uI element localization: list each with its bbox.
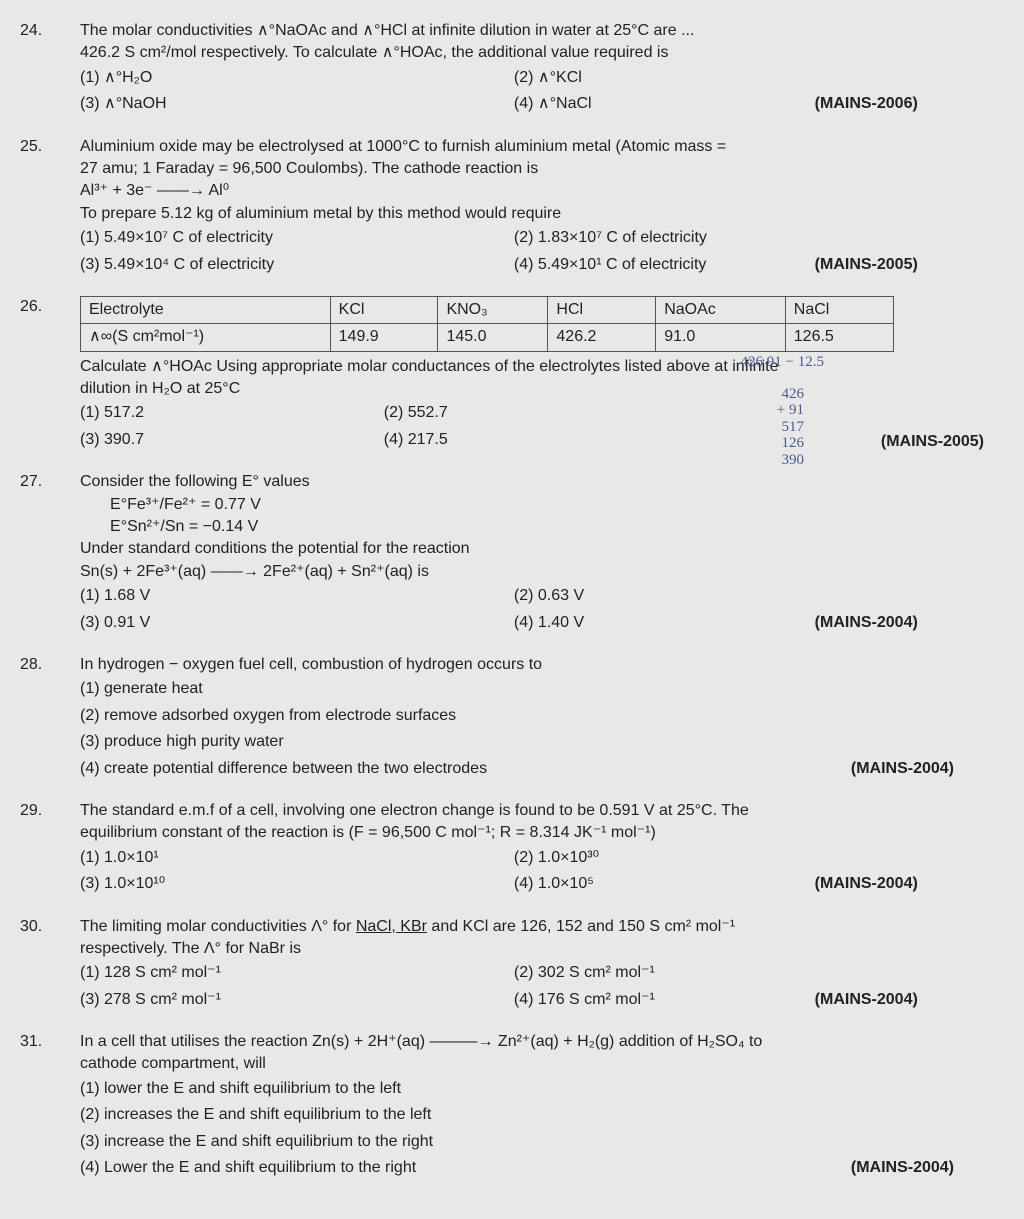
table-header: Electrolyte (81, 296, 331, 323)
table-row-label: ∧∞(S cm²mol⁻¹) (81, 324, 331, 351)
question-number: 31. (20, 1031, 42, 1053)
question-30: 30. The limiting molar conductivities Λ°… (60, 916, 984, 1014)
exam-tag: (MAINS-2004) (815, 989, 918, 1011)
exam-tag: (MAINS-2006) (815, 93, 918, 115)
option-2: (2) remove adsorbed oxygen from electrod… (80, 703, 984, 729)
question-29: 29. The standard e.m.f of a cell, involv… (60, 800, 984, 898)
question-text: E°Fe³⁺/Fe²⁺ = 0.77 V (110, 494, 984, 516)
table-cell: 426.2 (548, 324, 656, 351)
question-number: 30. (20, 916, 42, 938)
option-1: (1) lower the E and shift equilibrium to… (80, 1076, 984, 1102)
exam-tag: (MAINS-2004) (851, 1157, 954, 1179)
question-text: Under standard conditions the potential … (80, 538, 984, 560)
question-text: 27 amu; 1 Faraday = 96,500 Coulombs). Th… (80, 158, 984, 180)
question-number: 24. (20, 20, 42, 42)
option-1: (1) 128 S cm² mol⁻¹ (80, 960, 514, 986)
option-1: (1) 1.68 V (80, 583, 514, 609)
exam-tag: (MAINS-2005) (815, 254, 918, 276)
question-text: respectively. The Λ° for NaBr is (80, 938, 984, 960)
option-3: (3) 278 S cm² mol⁻¹ (80, 987, 514, 1013)
table-header: NaOAc (656, 296, 786, 323)
option-3: (3) increase the E and shift equilibrium… (80, 1129, 984, 1155)
question-24: 24. The molar conductivities ∧°NaOAc and… (60, 20, 984, 118)
question-text: In hydrogen − oxygen fuel cell, combusti… (80, 654, 984, 676)
handwriting: 426 + 91 517 126 390 (777, 386, 804, 469)
option-1: (1) generate heat (80, 676, 984, 702)
option-4: (4) Lower the E and shift equilibrium to… (80, 1155, 984, 1181)
question-31: 31. In a cell that utilises the reaction… (60, 1031, 984, 1181)
question-text: To prepare 5.12 kg of aluminium metal by… (80, 203, 984, 225)
option-1: (1) 517.2 (80, 400, 384, 426)
exam-tag: (MAINS-2005) (881, 431, 984, 453)
table-cell: 145.0 (438, 324, 548, 351)
option-2: (2) 552.7 (384, 400, 688, 426)
option-3: (3) produce high purity water (80, 729, 984, 755)
question-number: 26. (20, 296, 42, 318)
option-3: (3) 390.7 (80, 427, 384, 453)
exam-tag: (MAINS-2004) (851, 758, 954, 780)
option-2: (2) 0.63 V (514, 583, 948, 609)
exam-tag: (MAINS-2004) (815, 873, 918, 895)
table-cell: 126.5 (785, 324, 893, 351)
table-header: HCl (548, 296, 656, 323)
question-number: 27. (20, 471, 42, 493)
question-text: In a cell that utilises the reaction Zn(… (80, 1031, 984, 1053)
option-4: (4) 1.40 V (MAINS-2004) (514, 610, 948, 636)
question-number: 25. (20, 136, 42, 158)
option-4: (4) create potential difference between … (80, 756, 984, 782)
question-text: E°Sn²⁺/Sn = −0.14 V (110, 516, 984, 538)
table-cell: 91.0 (656, 324, 786, 351)
option-3: (3) 5.49×10⁴ C of electricity (80, 252, 514, 278)
table-header: NaCl (785, 296, 893, 323)
electrolyte-table: Electrolyte KCl KNO₃ HCl NaOAc NaCl ∧∞(S… (80, 296, 894, 352)
handwriting: 426 91 − 12.5 (741, 354, 824, 371)
question-text: The limiting molar conductivities Λ° for… (80, 916, 984, 938)
question-number: 29. (20, 800, 42, 822)
question-text: 426.2 S cm²/mol respectively. To calcula… (80, 42, 984, 64)
question-text: The standard e.m.f of a cell, involving … (80, 800, 984, 822)
option-4: (4) 1.0×10⁵ (MAINS-2004) (514, 871, 948, 897)
question-27: 27. Consider the following E° values E°F… (60, 471, 984, 636)
option-1: (1) 1.0×10¹ (80, 845, 514, 871)
question-text: Aluminium oxide may be electrolysed at 1… (80, 136, 984, 158)
question-text: The molar conductivities ∧°NaOAc and ∧°H… (80, 20, 984, 42)
question-text: Sn(s) + 2Fe³⁺(aq) ——→ 2Fe²⁺(aq) + Sn²⁺(a… (80, 561, 984, 583)
exam-tag: (MAINS-2004) (815, 612, 918, 634)
option-1: (1) ∧°H₂O (80, 65, 514, 91)
option-4: (4) 176 S cm² mol⁻¹ (MAINS-2004) (514, 987, 948, 1013)
option-2: (2) 302 S cm² mol⁻¹ (514, 960, 948, 986)
option-3: (3) ∧°NaOH (80, 91, 514, 117)
option-2: (2) ∧°KCl (514, 65, 948, 91)
question-28: 28. In hydrogen − oxygen fuel cell, comb… (60, 654, 984, 782)
question-number: 28. (20, 654, 42, 676)
question-25: 25. Aluminium oxide may be electrolysed … (60, 136, 984, 278)
option-2: (2) increases the E and shift equilibriu… (80, 1102, 984, 1128)
option-4: (4) 217.5 (384, 427, 688, 453)
question-text: equilibrium constant of the reaction is … (80, 822, 984, 844)
option-4: (4) ∧°NaCl (MAINS-2006) (514, 91, 948, 117)
question-text: dilution in H₂O at 25°C (80, 378, 984, 400)
table-header: KCl (330, 296, 438, 323)
option-1: (1) 5.49×10⁷ C of electricity (80, 225, 514, 251)
table-cell: 149.9 (330, 324, 438, 351)
question-26: 26. Electrolyte KCl KNO₃ HCl NaOAc NaCl … (60, 296, 984, 453)
option-3: (3) 1.0×10¹⁰ (80, 871, 514, 897)
option-2: (2) 1.0×10³⁰ (514, 845, 948, 871)
question-text: Consider the following E° values (80, 471, 984, 493)
question-text: Al³⁺ + 3e⁻ ——→ Al⁰ (80, 180, 984, 202)
table-header: KNO₃ (438, 296, 548, 323)
question-text: cathode compartment, will (80, 1053, 984, 1075)
option-4: (4) 5.49×10¹ C of electricity (MAINS-200… (514, 252, 948, 278)
option-3: (3) 0.91 V (80, 610, 514, 636)
option-2: (2) 1.83×10⁷ C of electricity (514, 225, 948, 251)
question-text: Calculate ∧°HOAc Using appropriate molar… (80, 356, 984, 378)
